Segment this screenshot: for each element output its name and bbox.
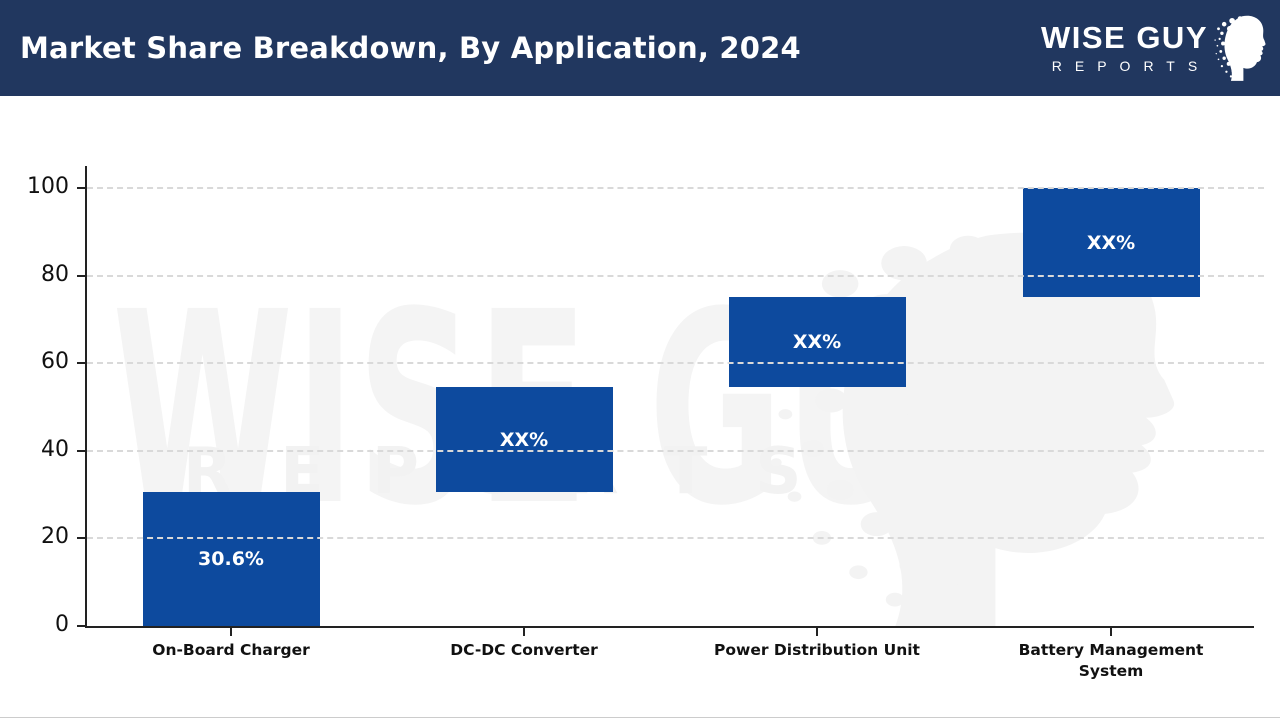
y-axis-line <box>85 166 87 628</box>
y-axis-tick-label: 40 <box>41 437 69 462</box>
x-axis-tick <box>1110 628 1112 636</box>
y-axis-tick-label: 80 <box>41 262 69 287</box>
bar-segment: 30.6% <box>142 492 320 626</box>
bar-segment: XX% <box>435 387 613 492</box>
gridline <box>87 362 1264 364</box>
y-axis-tick <box>77 625 85 627</box>
bar-value-label: XX% <box>792 331 842 353</box>
x-axis-tick <box>523 628 525 636</box>
bar-value-label: XX% <box>1086 231 1136 254</box>
wiseguy-face-dots-icon <box>1214 15 1266 81</box>
y-axis-tick-label: 20 <box>41 524 69 549</box>
category-label: Power Distribution Unit <box>714 641 920 659</box>
y-axis-tick-label: 0 <box>55 612 69 637</box>
x-axis-line <box>85 626 1254 628</box>
bar-segment: XX% <box>1022 188 1200 297</box>
y-axis-tick <box>77 537 85 539</box>
gridline <box>87 537 1264 539</box>
gridline <box>87 450 1264 452</box>
category-label: On-Board Charger <box>152 641 310 659</box>
gridline <box>87 275 1264 277</box>
logo-subtitle: REPORTS <box>1051 57 1211 74</box>
bar-segment: XX% <box>728 297 906 387</box>
y-axis-tick <box>77 450 85 452</box>
y-axis-tick <box>77 275 85 277</box>
page-title: Market Share Breakdown, By Application, … <box>20 31 801 65</box>
y-axis-tick-label: 60 <box>41 349 69 374</box>
logo-wordmark: WISE GUY <box>1040 20 1208 56</box>
y-axis-tick-label: 100 <box>27 174 69 199</box>
x-axis-tick <box>230 628 232 636</box>
wiseguy-logo: WISE GUY REPORTS <box>1041 14 1266 82</box>
bar-value-label: XX% <box>499 428 549 451</box>
bar-value-label: 30.6% <box>198 548 264 570</box>
gridline <box>87 187 1264 189</box>
category-label: DC-DC Converter <box>450 641 598 659</box>
y-axis-tick <box>77 187 85 189</box>
wiseguy-logo-text: WISE GUY REPORTS <box>1041 22 1208 74</box>
x-axis-tick <box>816 628 818 636</box>
category-label: Battery Management System <box>1018 641 1204 680</box>
bottom-border <box>0 717 1280 718</box>
y-axis-tick <box>77 362 85 364</box>
header-band: Market Share Breakdown, By Application, … <box>0 0 1280 96</box>
